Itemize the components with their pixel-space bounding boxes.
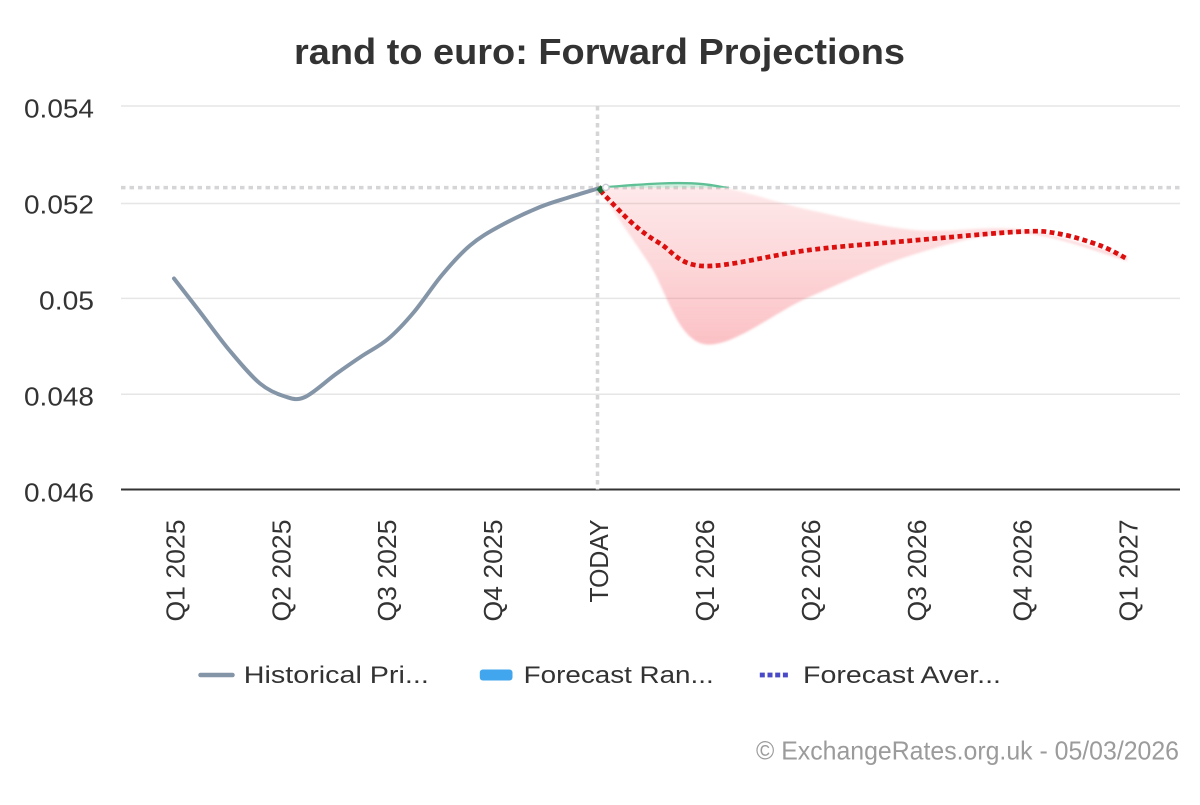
svg-text:Historical Pri...: Historical Pri... [244,662,429,689]
svg-text:0.054: 0.054 [24,94,94,124]
svg-text:0.05: 0.05 [39,286,94,316]
svg-text:Forecast Aver...: Forecast Aver... [803,662,1001,689]
svg-text:TODAY: TODAY [584,520,614,603]
svg-text:© ExchangeRates.org.uk - 05/03: © ExchangeRates.org.uk - 05/03/2026 [756,736,1179,766]
svg-text:Q1 2026: Q1 2026 [690,520,720,622]
svg-text:Q2 2026: Q2 2026 [796,520,826,622]
svg-text:Q3 2025: Q3 2025 [372,520,402,622]
svg-text:Q1 2025: Q1 2025 [160,520,190,622]
svg-text:0.048: 0.048 [24,382,94,412]
svg-text:Q2 2025: Q2 2025 [266,520,296,622]
svg-text:Q4 2026: Q4 2026 [1008,520,1038,622]
svg-text:Q3 2026: Q3 2026 [902,520,932,622]
svg-text:0.046: 0.046 [24,478,94,508]
svg-text:Forecast Ran...: Forecast Ran... [524,662,714,689]
svg-text:Q1 2027: Q1 2027 [1114,520,1144,622]
svg-text:Q4 2025: Q4 2025 [478,520,508,622]
svg-text:0.052: 0.052 [24,190,94,220]
svg-text:rand to euro: Forward Projecti: rand to euro: Forward Projections [294,31,905,72]
